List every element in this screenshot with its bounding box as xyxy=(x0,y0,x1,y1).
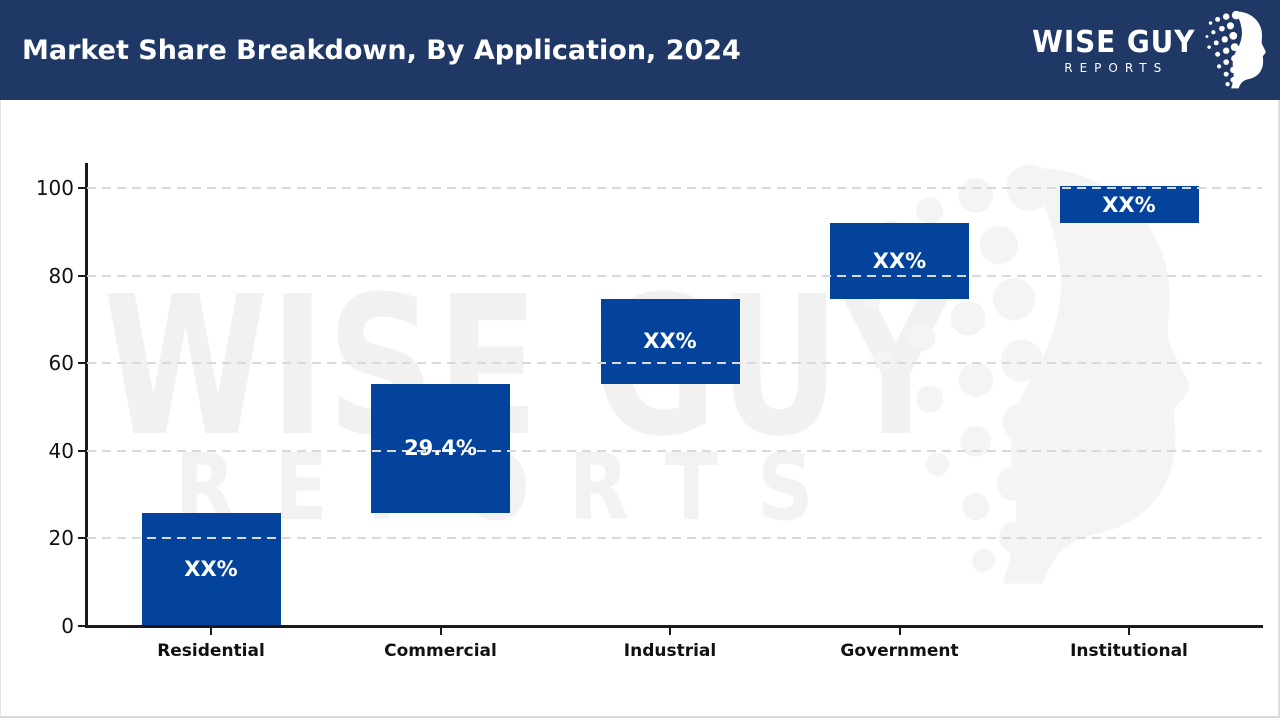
y-tick-label: 100 xyxy=(35,176,74,200)
x-axis-tick xyxy=(669,627,671,635)
y-axis-line xyxy=(85,163,88,627)
chart-title: Market Share Breakdown, By Application, … xyxy=(22,34,741,66)
card-right-edge xyxy=(1278,100,1280,717)
bar-value-label: XX% xyxy=(872,249,927,274)
x-category-label: Government xyxy=(840,641,959,661)
card-left-edge xyxy=(0,100,1,717)
grid-line xyxy=(87,449,1262,452)
card-bottom-edge xyxy=(0,716,1280,718)
bar-industrial xyxy=(600,298,740,384)
bar-commercial xyxy=(371,383,510,513)
grid-line xyxy=(87,187,1262,189)
bar-value-label: 29.4% xyxy=(404,436,477,461)
x-axis-tick xyxy=(210,627,212,635)
y-tick-label: 0 xyxy=(61,614,74,638)
y-axis-tick xyxy=(78,187,87,189)
x-category-label: Institutional xyxy=(1070,641,1188,661)
x-category-label: Residential xyxy=(157,641,265,661)
y-axis-tick xyxy=(78,625,87,627)
bar-institutional xyxy=(1059,185,1199,224)
brand-wordmark: WISE GUY REPORTS xyxy=(1026,25,1202,75)
grid-line xyxy=(87,537,1262,540)
wiseguy-face-icon xyxy=(1202,10,1266,90)
x-axis-tick xyxy=(439,627,442,635)
y-tick-label: 80 xyxy=(48,263,74,288)
x-category-label: Industrial xyxy=(623,641,717,661)
bar-government xyxy=(830,223,969,299)
y-axis-tick xyxy=(78,449,87,452)
y-tick-label: 40 xyxy=(48,438,74,463)
brand-subtitle: REPORTS xyxy=(1064,61,1169,75)
x-axis-tick xyxy=(1128,627,1130,635)
bar-value-label: XX% xyxy=(1102,192,1156,217)
watermark-text: WISE GUY xyxy=(103,256,952,479)
y-axis-tick xyxy=(78,537,87,540)
x-axis-tick xyxy=(898,627,901,635)
brand-name: WISE GUY xyxy=(1032,25,1196,60)
y-tick-label: 60 xyxy=(48,351,74,376)
bar-value-label: XX% xyxy=(184,557,238,582)
grid-line xyxy=(87,274,1262,277)
brand-logo: WISE GUY REPORTS xyxy=(1026,8,1266,92)
bar-residential xyxy=(141,512,281,626)
x-axis-line xyxy=(85,625,1263,628)
y-tick-label: 20 xyxy=(48,526,74,551)
x-category-label: Commercial xyxy=(384,641,497,661)
bar-value-label: XX% xyxy=(643,329,697,354)
y-axis-tick xyxy=(78,274,87,277)
grid-line xyxy=(87,362,1262,365)
y-axis-tick xyxy=(78,362,87,365)
chart-header: Market Share Breakdown, By Application, … xyxy=(0,0,1280,100)
